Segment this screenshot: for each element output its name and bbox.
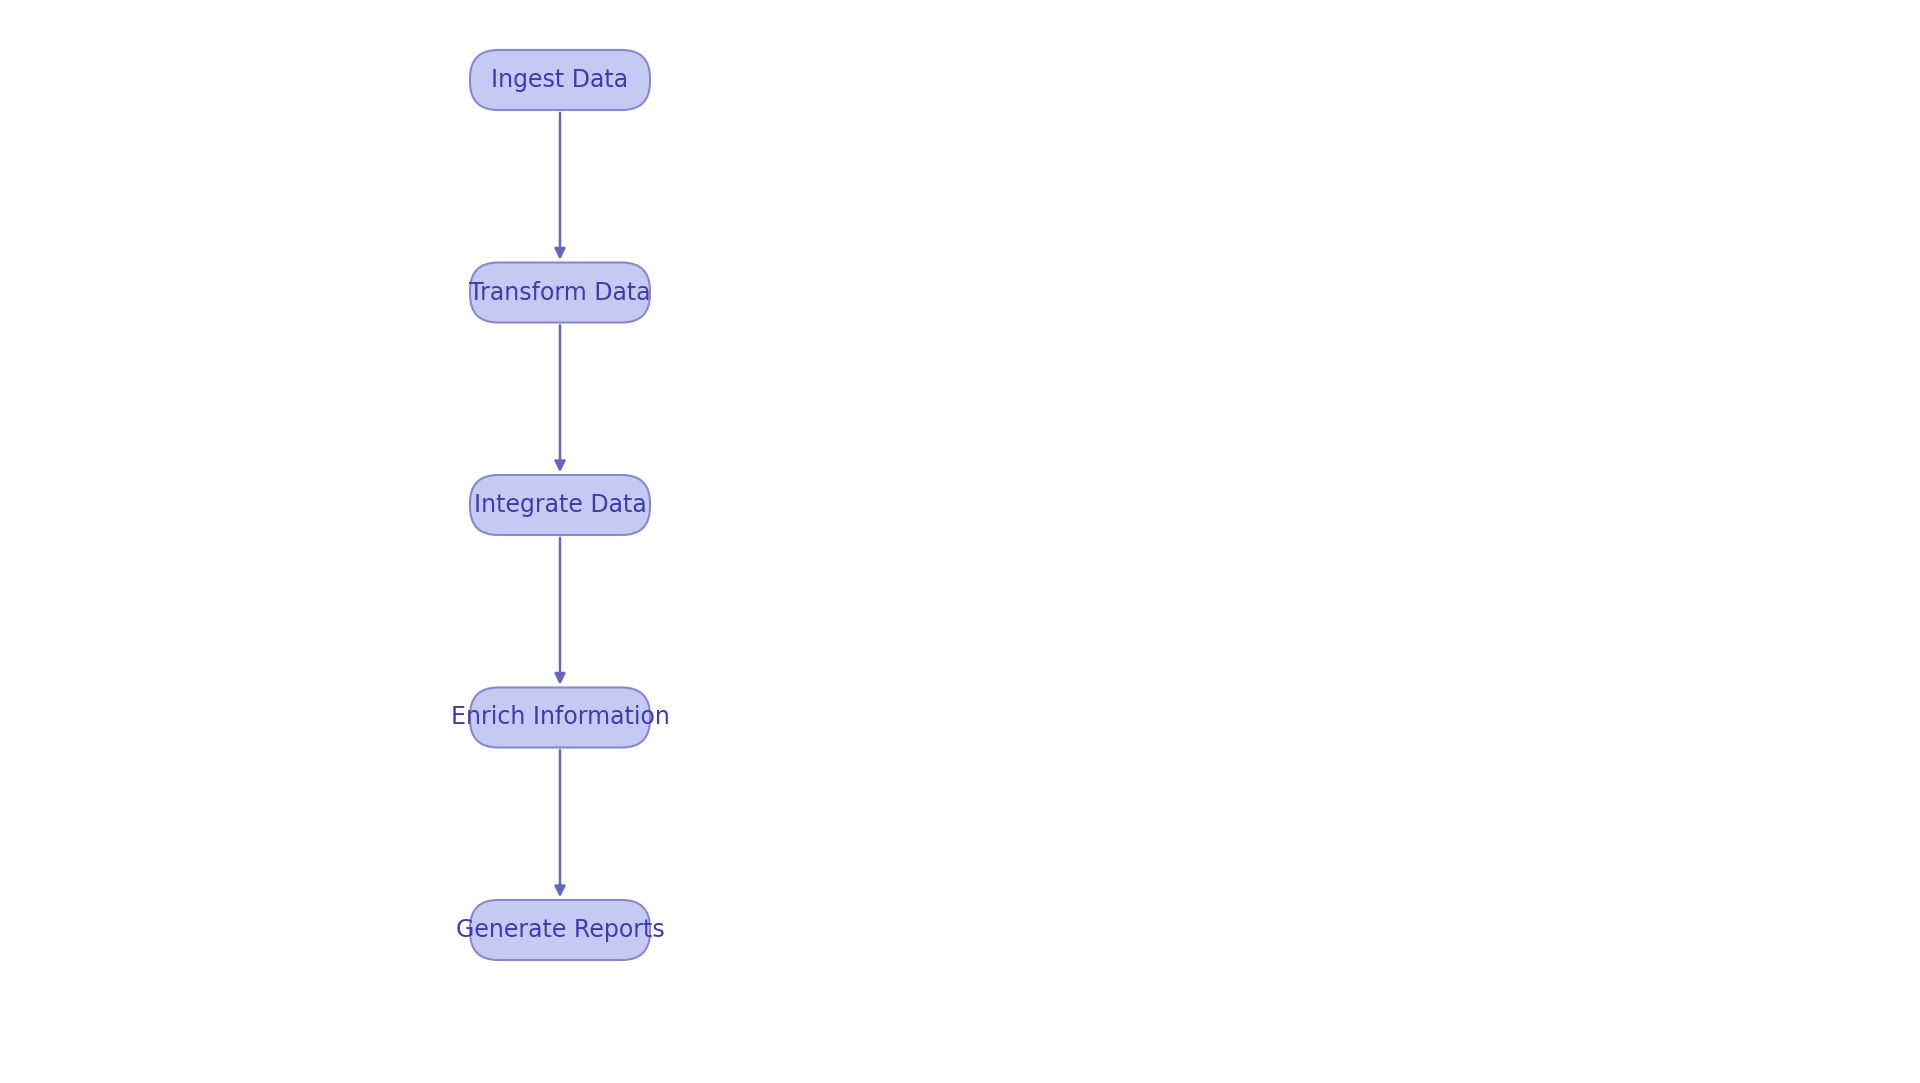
- Text: Enrich Information: Enrich Information: [451, 705, 670, 730]
- Text: Integrate Data: Integrate Data: [474, 493, 647, 517]
- Text: Ingest Data: Ingest Data: [492, 68, 628, 92]
- FancyBboxPatch shape: [470, 900, 651, 960]
- FancyBboxPatch shape: [470, 688, 651, 747]
- FancyBboxPatch shape: [470, 475, 651, 535]
- Text: Transform Data: Transform Data: [468, 280, 651, 304]
- FancyBboxPatch shape: [470, 262, 651, 323]
- Text: Generate Reports: Generate Reports: [455, 918, 664, 942]
- FancyBboxPatch shape: [470, 50, 651, 110]
